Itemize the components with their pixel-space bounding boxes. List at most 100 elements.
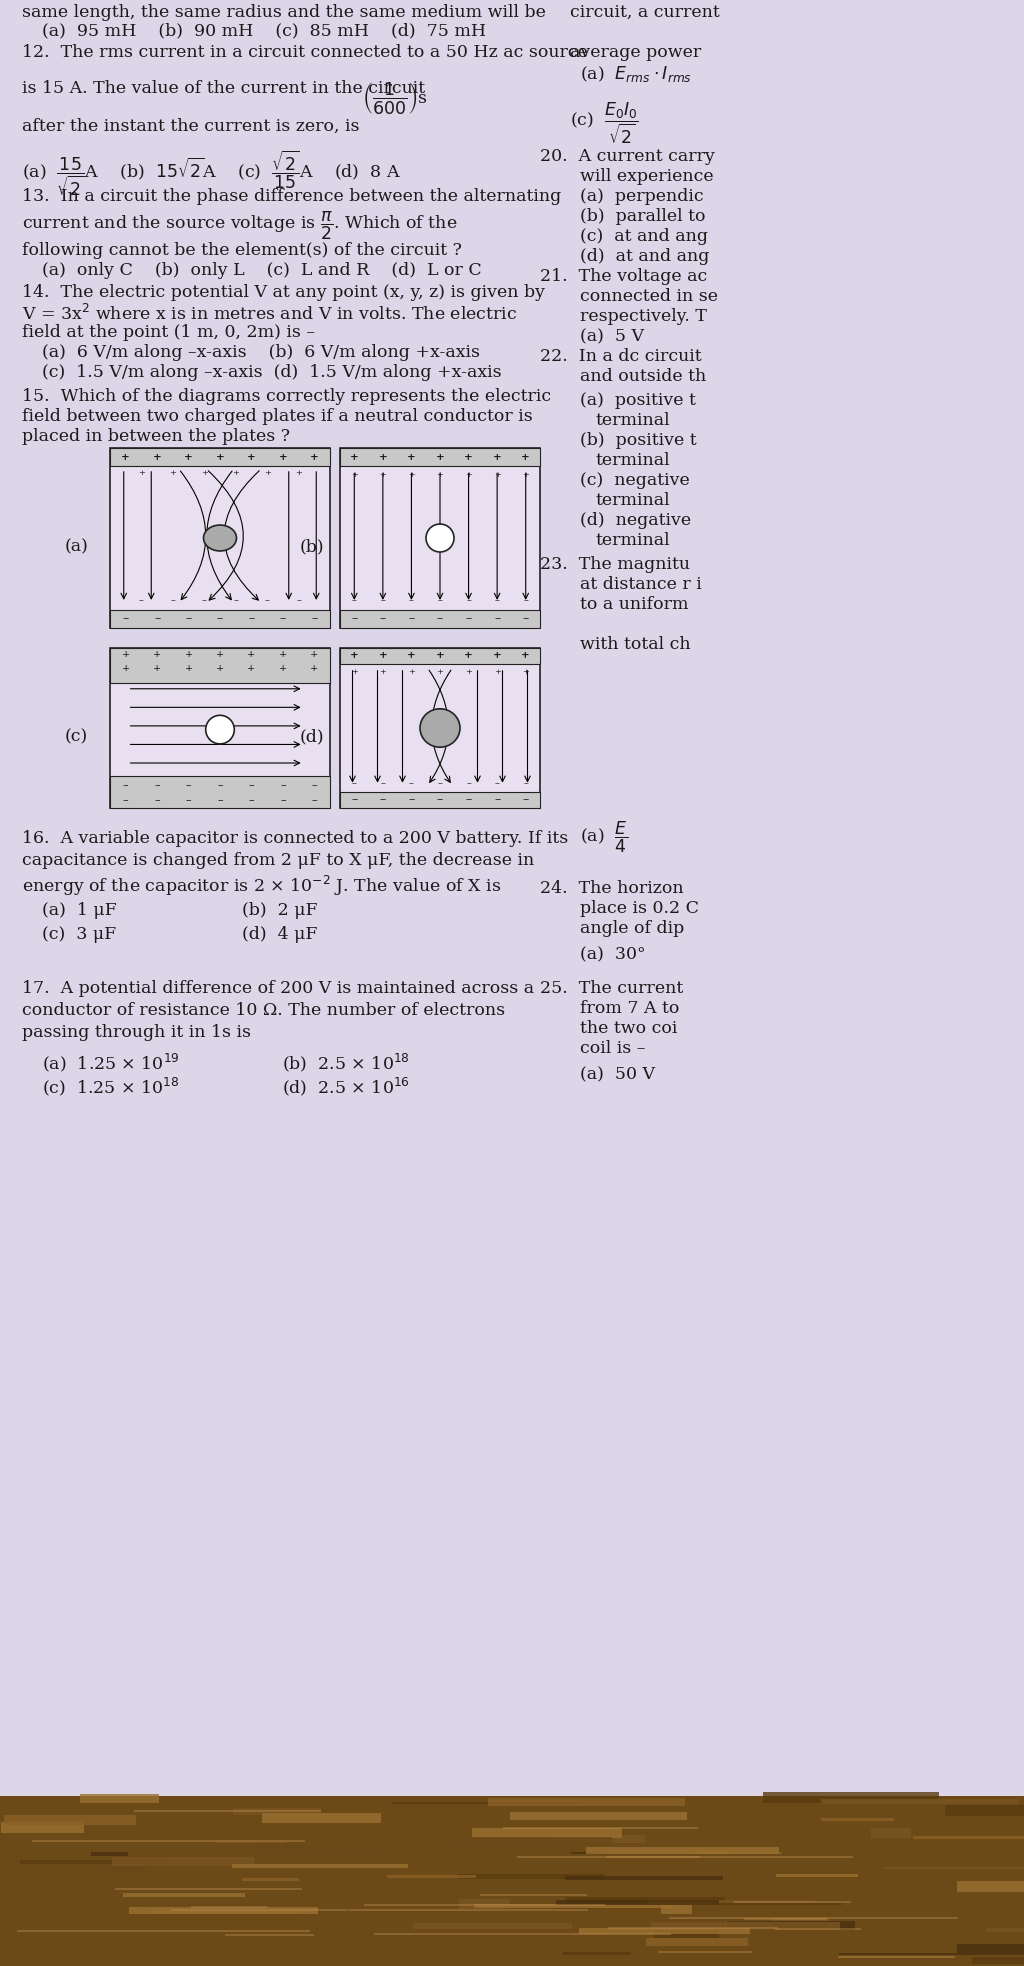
Bar bbox=[225, 1935, 314, 1937]
Text: with total ch: with total ch bbox=[580, 635, 690, 653]
Bar bbox=[171, 1909, 347, 1911]
Text: –: – bbox=[311, 794, 317, 804]
Text: –: – bbox=[352, 596, 356, 606]
Text: –: – bbox=[466, 613, 472, 625]
Text: (a)  only C    (b)  only L    (c)  L and R    (d)  L or C: (a) only C (b) only L (c) L and R (d) L … bbox=[42, 261, 481, 279]
Bar bbox=[488, 1799, 685, 1807]
Text: +: + bbox=[408, 668, 415, 676]
Bar bbox=[216, 1840, 286, 1842]
Text: 24.  The horizon: 24. The horizon bbox=[540, 881, 684, 896]
Text: –: – bbox=[265, 596, 269, 606]
Text: +: + bbox=[493, 452, 502, 462]
Text: –: – bbox=[437, 613, 443, 625]
Bar bbox=[4, 1815, 136, 1824]
Bar bbox=[517, 1856, 700, 1858]
Bar bbox=[387, 1876, 476, 1878]
Text: –: – bbox=[381, 596, 385, 606]
Text: energy of the capacitor is 2 × 10$^{-2}$ J. The value of X is: energy of the capacitor is 2 × 10$^{-2}$… bbox=[22, 875, 502, 898]
Text: (a): (a) bbox=[65, 539, 89, 554]
Text: (b)  2.5 × 10$^{18}$: (b) 2.5 × 10$^{18}$ bbox=[282, 1052, 410, 1073]
Text: conductor of resistance 10 Ω. The number of electrons: conductor of resistance 10 Ω. The number… bbox=[22, 1003, 505, 1018]
Bar bbox=[651, 1923, 840, 1931]
Bar bbox=[474, 1903, 673, 1907]
Bar bbox=[734, 1901, 851, 1903]
Text: +: + bbox=[464, 651, 473, 661]
Text: +: + bbox=[408, 472, 415, 480]
Text: –: – bbox=[217, 794, 223, 804]
Text: +: + bbox=[350, 651, 358, 661]
Text: (c)  3 μF: (c) 3 μF bbox=[42, 926, 117, 944]
Bar bbox=[340, 609, 540, 627]
Bar bbox=[340, 448, 540, 627]
Ellipse shape bbox=[420, 710, 460, 747]
Text: +: + bbox=[153, 651, 161, 659]
Text: field between two charged plates if a neutral conductor is: field between two charged plates if a ne… bbox=[22, 409, 532, 425]
Bar bbox=[986, 1929, 1024, 1933]
Text: +: + bbox=[351, 472, 357, 480]
Bar bbox=[112, 1858, 254, 1866]
Bar bbox=[957, 1881, 1024, 1891]
Bar bbox=[883, 1868, 1024, 1870]
Bar bbox=[340, 649, 540, 665]
Text: (c)  negative: (c) negative bbox=[580, 472, 690, 490]
Bar bbox=[957, 1944, 1024, 1952]
Text: +: + bbox=[350, 452, 358, 462]
Bar bbox=[32, 1840, 305, 1842]
Text: +: + bbox=[184, 651, 193, 659]
Circle shape bbox=[426, 525, 454, 552]
Text: (b): (b) bbox=[300, 539, 325, 554]
Bar bbox=[563, 1952, 631, 1954]
Text: (a)  $\dfrac{E}{4}$: (a) $\dfrac{E}{4}$ bbox=[580, 820, 628, 855]
Text: +: + bbox=[494, 472, 501, 480]
Text: –: – bbox=[466, 779, 471, 788]
Text: from 7 A to: from 7 A to bbox=[580, 1001, 679, 1016]
Bar bbox=[1, 1822, 84, 1832]
Bar bbox=[763, 1791, 939, 1803]
Bar bbox=[821, 1799, 1019, 1805]
Text: (c)  $\dfrac{E_0 I_0}{\sqrt{2}}$: (c) $\dfrac{E_0 I_0}{\sqrt{2}}$ bbox=[570, 100, 639, 145]
Text: following cannot be the element(s) of the circuit ?: following cannot be the element(s) of th… bbox=[22, 242, 462, 260]
Text: +: + bbox=[279, 452, 288, 462]
Text: (d): (d) bbox=[300, 727, 325, 745]
Text: placed in between the plates ?: placed in between the plates ? bbox=[22, 429, 290, 444]
Bar bbox=[646, 1938, 748, 1946]
Text: (a)  $\dfrac{15}{\sqrt{2}}$A    (b)  $15\sqrt{2}$A    (c)  $\dfrac{\sqrt{2}}{15}: (a) $\dfrac{15}{\sqrt{2}}$A (b) $15\sqrt… bbox=[22, 147, 401, 199]
Text: +: + bbox=[310, 665, 318, 672]
Bar bbox=[253, 1844, 381, 1856]
Bar bbox=[110, 649, 330, 808]
Bar bbox=[662, 1905, 692, 1915]
Bar bbox=[0, 1797, 1024, 1966]
Text: terminal: terminal bbox=[595, 452, 670, 470]
Bar bbox=[233, 1809, 321, 1815]
Text: respectively. T: respectively. T bbox=[580, 309, 707, 324]
Text: place is 0.2 C: place is 0.2 C bbox=[580, 900, 699, 916]
Text: +: + bbox=[465, 668, 472, 676]
Bar bbox=[566, 1897, 726, 1903]
Text: +: + bbox=[521, 452, 530, 462]
Text: +: + bbox=[216, 452, 224, 462]
Text: –: – bbox=[466, 596, 471, 606]
Text: 16.  A variable capacitor is connected to a 200 V battery. If its: 16. A variable capacitor is connected to… bbox=[22, 830, 568, 847]
Bar bbox=[472, 1828, 622, 1838]
Text: –: – bbox=[409, 596, 414, 606]
Text: (a)  5 V: (a) 5 V bbox=[580, 328, 644, 344]
Text: +: + bbox=[248, 665, 256, 672]
Text: +: + bbox=[216, 665, 224, 672]
Bar bbox=[110, 649, 330, 684]
Text: –: – bbox=[466, 794, 472, 806]
Bar bbox=[129, 1907, 318, 1915]
Bar bbox=[691, 1852, 782, 1854]
Text: +: + bbox=[121, 452, 130, 462]
Text: –: – bbox=[139, 596, 143, 606]
Text: –: – bbox=[155, 794, 160, 804]
Bar bbox=[364, 1903, 605, 1905]
Text: –: – bbox=[249, 781, 254, 790]
Bar bbox=[110, 777, 330, 808]
Bar bbox=[134, 1811, 321, 1813]
Text: –: – bbox=[522, 613, 528, 625]
Text: circuit, a current: circuit, a current bbox=[570, 4, 720, 22]
Text: (a)  positive t: (a) positive t bbox=[580, 391, 696, 409]
Text: (a)  6 V/m along –x-axis    (b)  6 V/m along +x-axis: (a) 6 V/m along –x-axis (b) 6 V/m along … bbox=[42, 344, 480, 362]
Text: +: + bbox=[522, 472, 529, 480]
Text: connected in se: connected in se bbox=[580, 287, 718, 305]
